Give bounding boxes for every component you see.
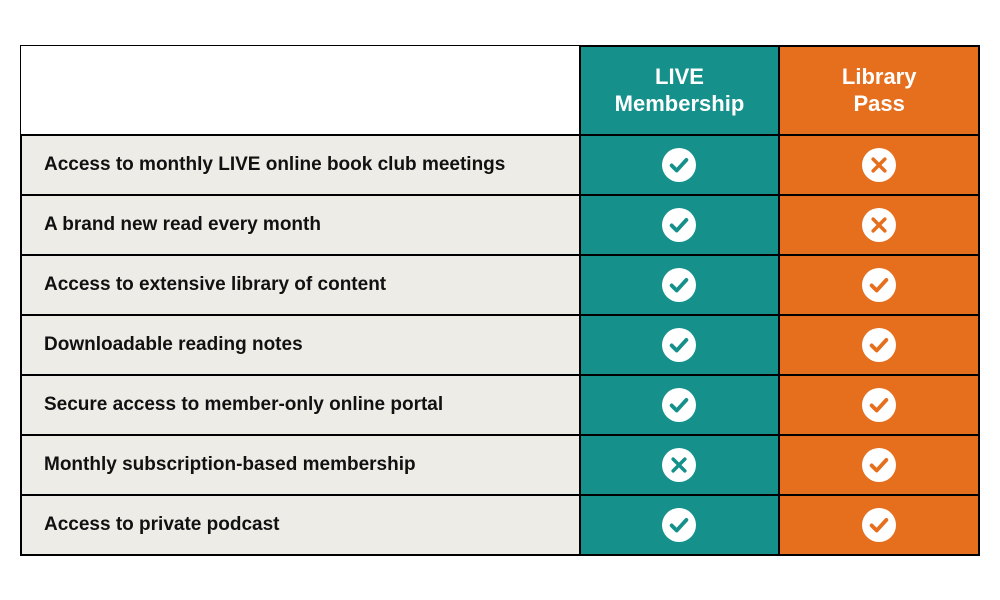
value-cell-library [779,435,979,495]
check-icon [862,268,896,302]
value-cell-live [580,135,780,195]
table-row: Monthly subscription-based membership [21,435,979,495]
feature-label: A brand new read every month [21,195,580,255]
feature-label: Access to monthly LIVE online book club … [21,135,580,195]
feature-label: Secure access to member-only online port… [21,375,580,435]
feature-label: Downloadable reading notes [21,315,580,375]
header-row: LIVEMembership LibraryPass [21,46,979,135]
table-row: Access to monthly LIVE online book club … [21,135,979,195]
check-icon [662,388,696,422]
check-icon [862,448,896,482]
value-cell-live [580,495,780,555]
value-cell-live [580,375,780,435]
plan-header-library: LibraryPass [779,46,979,135]
value-cell-live [580,315,780,375]
value-cell-live [580,435,780,495]
cross-icon [862,208,896,242]
check-icon [862,328,896,362]
plan-label: LIVEMembership [615,64,745,117]
check-icon [662,148,696,182]
value-cell-live [580,255,780,315]
feature-label: Monthly subscription-based membership [21,435,580,495]
value-cell-library [779,375,979,435]
check-icon [862,388,896,422]
check-icon [862,508,896,542]
check-icon [662,268,696,302]
table-row: A brand new read every month [21,195,979,255]
table-row: Access to extensive library of content [21,255,979,315]
value-cell-library [779,195,979,255]
table-row: Access to private podcast [21,495,979,555]
check-icon [662,328,696,362]
feature-label: Access to private podcast [21,495,580,555]
plan-label: LibraryPass [842,64,917,117]
value-cell-library [779,315,979,375]
feature-label: Access to extensive library of content [21,255,580,315]
value-cell-live [580,195,780,255]
check-icon [662,208,696,242]
corner-cell [21,46,580,135]
cross-icon [862,148,896,182]
table-row: Downloadable reading notes [21,315,979,375]
comparison-table: LIVEMembership LibraryPass Access to mon… [20,45,980,556]
value-cell-library [779,255,979,315]
cross-icon [662,448,696,482]
value-cell-library [779,135,979,195]
check-icon [662,508,696,542]
table-row: Secure access to member-only online port… [21,375,979,435]
value-cell-library [779,495,979,555]
plan-header-live: LIVEMembership [580,46,780,135]
